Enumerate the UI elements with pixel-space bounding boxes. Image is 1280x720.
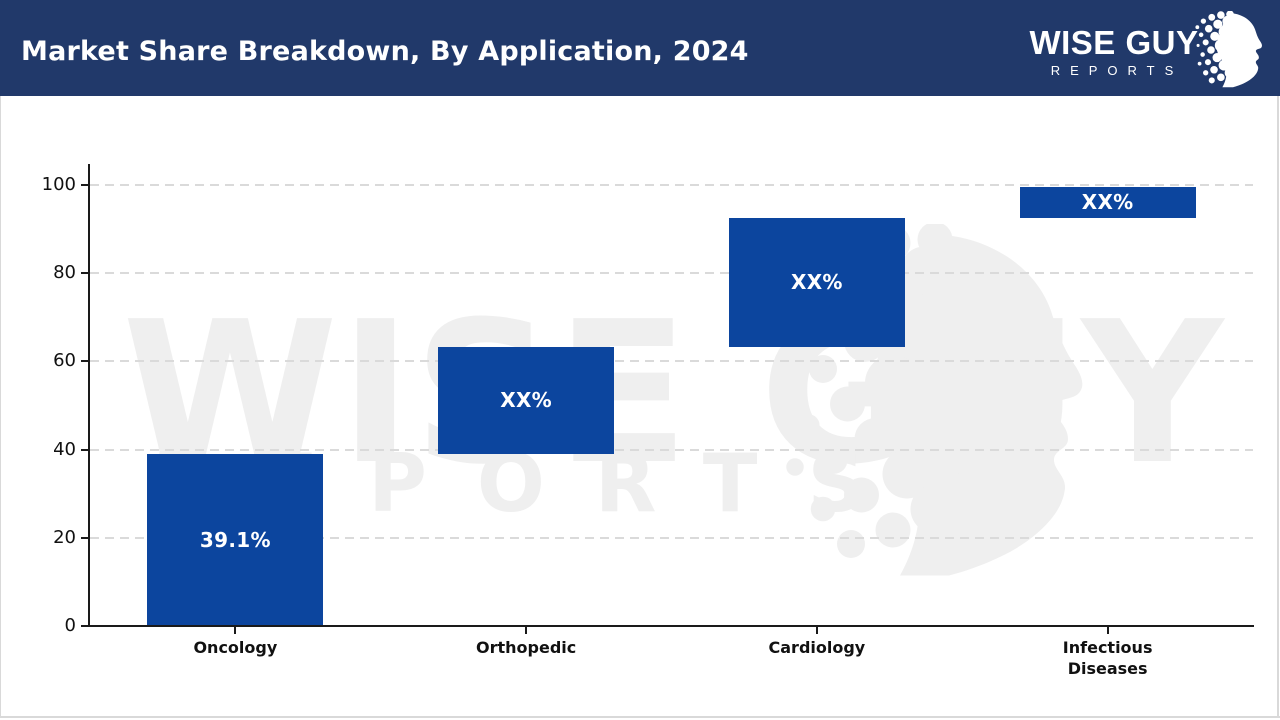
x-axis-label-infectious-diseases: Infectious Diseases (1062, 638, 1153, 678)
x-tick-infectious-diseases (1106, 627, 1109, 634)
bar-infectious-diseases: XX% (1019, 186, 1196, 219)
y-tick-60 (81, 360, 89, 363)
logo-text: WISE GUY REPORTS (1028, 24, 1200, 78)
bar-value-label-infectious-diseases: XX% (1081, 190, 1134, 215)
gridline-40 (90, 448, 1253, 451)
bar-cardiology: XX% (728, 218, 905, 347)
bar-orthopedic: XX% (438, 346, 615, 454)
wise-guy-reports-logo: WISE GUY REPORTS (1028, 6, 1268, 92)
x-tick-cardiology (815, 627, 818, 634)
y-axis-line (88, 164, 90, 627)
y-tick-label-60: 60 (53, 350, 76, 372)
x-axis-label-oncology: Oncology (193, 638, 278, 657)
header-band: Market Share Breakdown, By Application, … (0, 0, 1280, 96)
y-tick-label-100: 100 (41, 174, 76, 195)
chart-title: Market Share Breakdown, By Application, … (21, 36, 749, 67)
x-tick-oncology (234, 627, 237, 634)
y-tick-label-20: 20 (53, 526, 76, 548)
y-tick-label-80: 80 (53, 262, 76, 284)
logo-wordmark: WISE GUY (1029, 24, 1199, 61)
x-tick-orthopedic (525, 627, 528, 634)
y-tick-20 (81, 536, 89, 539)
x-axis-label-cardiology: Cardiology (768, 638, 866, 657)
y-tick-label-0: 0 (64, 615, 76, 636)
logo-subtitle: REPORTS (1050, 63, 1184, 78)
bar-value-label-oncology: 39.1% (199, 527, 271, 552)
bar-oncology: 39.1% (147, 453, 324, 626)
x-axis-line (88, 625, 1254, 627)
x-axis-label-orthopedic: Orthopedic (476, 638, 577, 657)
y-tick-0 (81, 625, 89, 627)
bar-value-label-cardiology: XX% (790, 270, 843, 295)
gridline-60 (90, 360, 1253, 363)
y-tick-80 (81, 272, 89, 275)
gridline-20 (90, 536, 1253, 539)
logo-head-icon (1192, 10, 1268, 89)
gridline-100 (90, 184, 1253, 186)
y-tick-40 (81, 448, 89, 451)
bar-value-label-orthopedic: XX% (500, 388, 553, 413)
page-border-bottom (0, 716, 1280, 718)
page-border-right (1277, 96, 1279, 717)
gridline-80 (90, 272, 1253, 275)
page-border-left (0, 96, 1, 717)
y-tick-100 (81, 184, 89, 186)
y-tick-label-40: 40 (53, 438, 76, 460)
